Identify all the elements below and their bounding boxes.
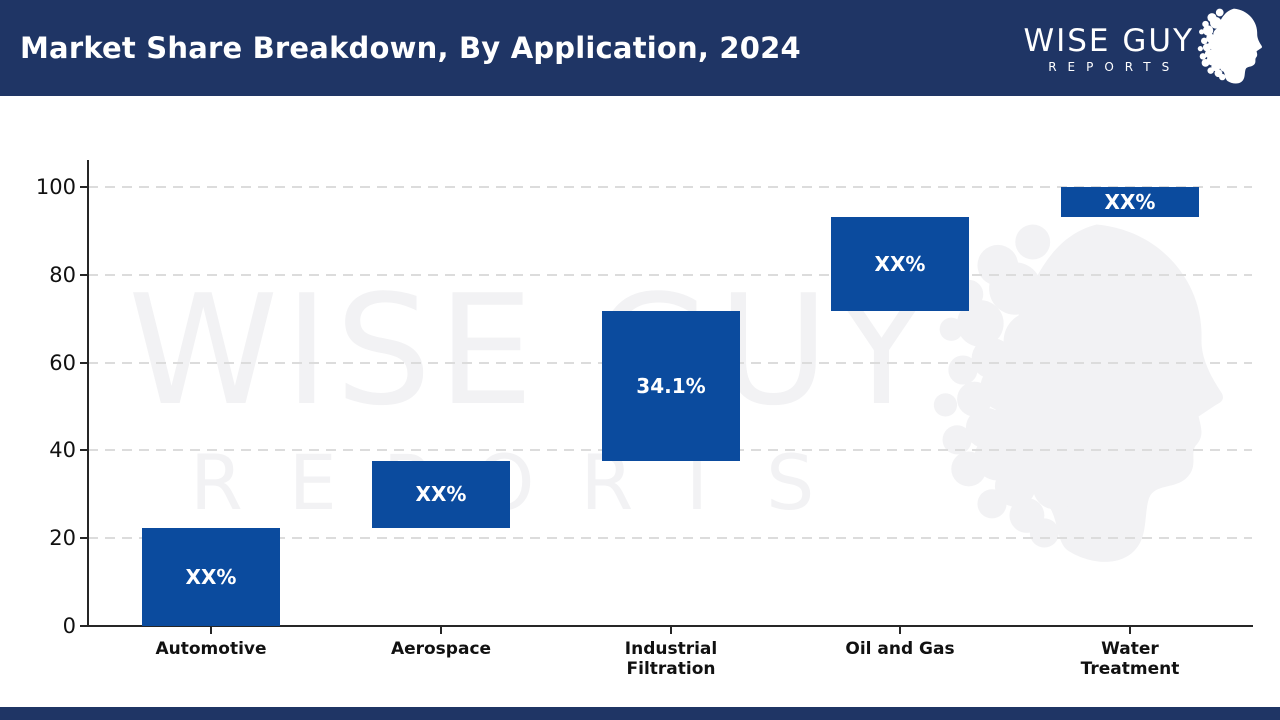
category-label: Automotive [155, 639, 267, 659]
category-label: Water Treatment [1080, 639, 1180, 679]
bar-automotive: XX% [142, 527, 280, 626]
x-axis [87, 625, 1253, 627]
brand-head-icon [1197, 8, 1262, 84]
watermark-text: WISE GUY [128, 262, 934, 439]
x-tick [440, 627, 442, 634]
footer-bar [0, 707, 1280, 720]
bar-oil-and-gas: XX% [831, 217, 969, 312]
y-tick [80, 361, 88, 364]
brand-logo: WISE GUY REPORTS [1023, 6, 1268, 90]
brand-name: WISE GUY [1023, 22, 1194, 59]
x-tick [210, 627, 212, 634]
category-label: Oil and Gas [845, 639, 955, 659]
y-tick [80, 449, 88, 452]
y-tick-label: 100 [35, 175, 76, 199]
y-tick-label: 80 [49, 262, 76, 287]
y-tick-label: 20 [49, 526, 76, 551]
y-tick-label: 60 [49, 350, 76, 375]
gridline [88, 186, 1252, 188]
bar-aerospace: XX% [372, 460, 510, 528]
x-tick [670, 627, 672, 634]
brand-subtitle: REPORTS [1048, 59, 1181, 74]
y-tick-label: 40 [49, 438, 76, 463]
bar-value-label: 34.1% [636, 374, 706, 399]
bar-value-label: XX% [185, 564, 237, 589]
category-label: Industrial Filtration [624, 639, 718, 679]
bar-value-label: XX% [1104, 190, 1156, 215]
y-tick [80, 186, 88, 188]
header-bar: Market Share Breakdown, By Application, … [0, 0, 1280, 96]
y-tick [80, 273, 88, 276]
watermark-face-icon [933, 224, 1223, 562]
y-axis [87, 160, 89, 626]
bar-industrial-filtration: 34.1% [602, 311, 740, 461]
y-tick [80, 625, 88, 627]
y-tick-label: 0 [62, 614, 76, 638]
bar-value-label: XX% [415, 482, 467, 507]
brand-logo-text: WISE GUY REPORTS [1023, 23, 1194, 74]
bar-water-treatment: XX% [1061, 187, 1199, 218]
y-tick [80, 537, 88, 540]
x-tick [1129, 627, 1131, 634]
page-title: Market Share Breakdown, By Application, … [20, 31, 801, 65]
gridline [88, 537, 1252, 540]
x-tick [899, 627, 901, 634]
bar-value-label: XX% [874, 252, 926, 277]
gridline [88, 273, 1252, 276]
category-label: Aerospace [390, 639, 492, 659]
